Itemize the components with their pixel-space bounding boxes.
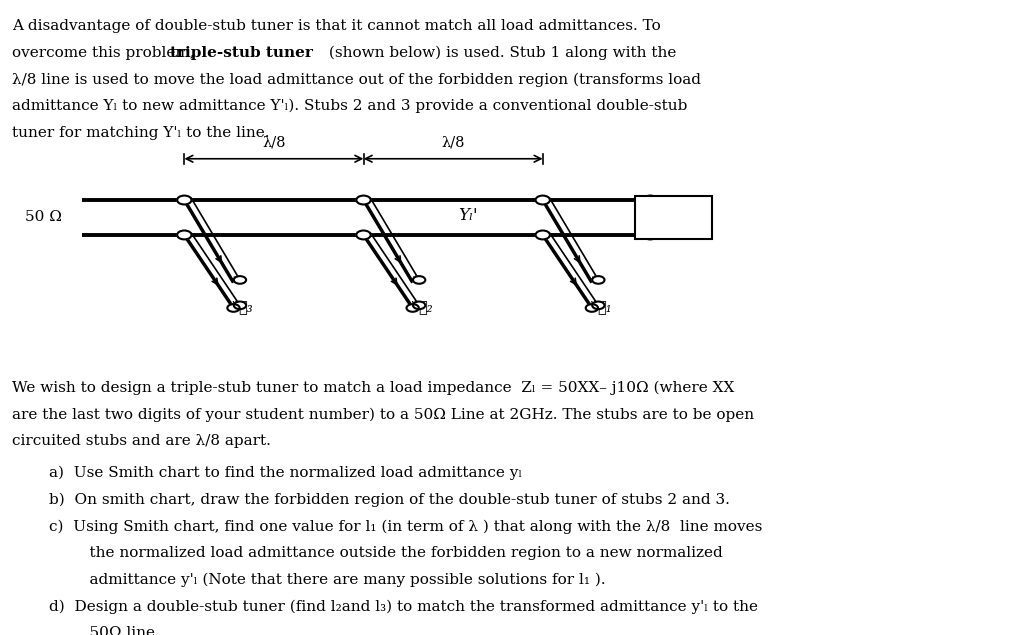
Circle shape	[643, 196, 657, 204]
Text: 50 Ω: 50 Ω	[25, 210, 61, 225]
FancyBboxPatch shape	[635, 196, 712, 239]
Text: λ/8: λ/8	[262, 136, 286, 150]
Text: ℓ₂: ℓ₂	[418, 302, 432, 316]
Text: admittance Yₗ to new admittance Y'ₗ). Stubs 2 and 3 provide a conventional doubl: admittance Yₗ to new admittance Y'ₗ). St…	[12, 99, 688, 114]
Circle shape	[592, 276, 604, 284]
Circle shape	[233, 302, 246, 309]
Text: circuited stubs and are λ/8 apart.: circuited stubs and are λ/8 apart.	[12, 434, 271, 448]
Text: overcome this problem,: overcome this problem,	[12, 46, 200, 60]
Circle shape	[177, 231, 191, 239]
Circle shape	[177, 196, 191, 204]
Circle shape	[536, 231, 550, 239]
Text: triple-stub tuner: triple-stub tuner	[170, 46, 313, 60]
Circle shape	[356, 196, 371, 204]
Text: λ/8: λ/8	[441, 136, 465, 150]
Circle shape	[233, 276, 246, 284]
Text: are the last two digits of your student number) to a 50Ω Line at 2GHz. The stubs: are the last two digits of your student …	[12, 408, 755, 422]
Text: admittance y'ₗ (Note that there are many possible solutions for l₁ ).: admittance y'ₗ (Note that there are many…	[70, 573, 605, 587]
Text: We wish to design a triple-stub tuner to match a load impedance  Zₗ = 50XX– j10Ω: We wish to design a triple-stub tuner to…	[12, 381, 734, 396]
Circle shape	[536, 196, 550, 204]
Text: ℓ₁: ℓ₁	[597, 302, 611, 316]
Circle shape	[413, 302, 425, 309]
Text: tuner for matching Y'ₗ to the line.: tuner for matching Y'ₗ to the line.	[12, 126, 269, 140]
Circle shape	[643, 231, 657, 239]
Circle shape	[413, 276, 425, 284]
Circle shape	[586, 304, 598, 312]
Text: d)  Design a double-stub tuner (find l₂and l₃) to match the transformed admittan: d) Design a double-stub tuner (find l₂an…	[49, 599, 758, 614]
Text: 50Ω line.: 50Ω line.	[70, 626, 160, 635]
Text: b)  On smith chart, draw the forbidden region of the double-stub tuner of stubs : b) On smith chart, draw the forbidden re…	[49, 493, 730, 507]
Text: the normalized load admittance outside the forbidden region to a new normalized: the normalized load admittance outside t…	[70, 546, 722, 560]
Text: a)  Use Smith chart to find the normalized load admittance yₗ: a) Use Smith chart to find the normalize…	[49, 466, 522, 481]
Circle shape	[592, 302, 604, 309]
Text: A disadvantage of double-stub tuner is that it cannot match all load admittances: A disadvantage of double-stub tuner is t…	[12, 19, 662, 33]
Text: Yₗ': Yₗ'	[459, 208, 478, 224]
Text: Yₗ: Yₗ	[666, 208, 681, 225]
Circle shape	[356, 231, 371, 239]
Circle shape	[407, 304, 419, 312]
Text: (shown below) is used. Stub 1 along with the: (shown below) is used. Stub 1 along with…	[324, 46, 676, 60]
Text: λ/8 line is used to move the load admittance out of the forbidden region (transf: λ/8 line is used to move the load admitt…	[12, 72, 701, 87]
Circle shape	[227, 304, 240, 312]
Text: c)  Using Smith chart, find one value for l₁ (in term of λ ) that along with the: c) Using Smith chart, find one value for…	[49, 519, 763, 534]
Text: ℓ₃: ℓ₃	[239, 302, 253, 316]
